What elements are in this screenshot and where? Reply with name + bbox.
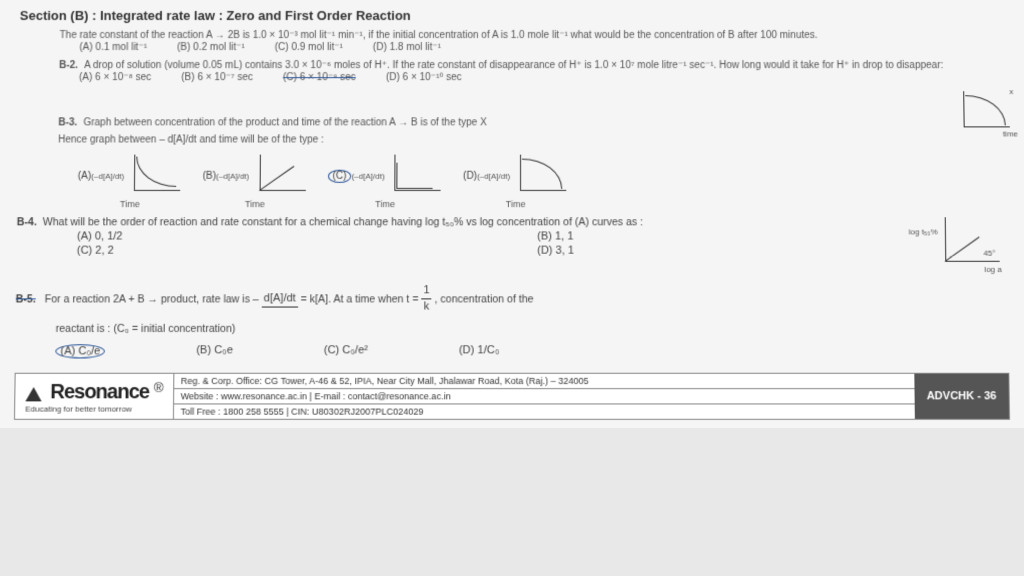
b2-options: (A) 6 × 10⁻⁸ sec (B) 6 × 10⁻⁷ sec (C) 6 …	[79, 72, 1005, 83]
b5-text3: , concentration of the	[435, 293, 534, 305]
b1-options: (A) 0.1 mol lit⁻¹ (B) 0.2 mol lit⁻¹ (C) …	[79, 42, 1004, 53]
footer: Resonance ® Educating for better tomorro…	[14, 373, 1010, 420]
b3-opt-c-graph: (C) (–d[A]/dt) Time	[327, 153, 443, 210]
b1-opt-c: (C) 0.9 mol lit⁻¹	[275, 42, 343, 53]
b3-opt-d-graph: (D) (–d[A]/dt) Time	[463, 153, 568, 210]
footer-logo-block: Resonance ® Educating for better tomorro…	[15, 374, 175, 419]
b5-text1: For a reaction 2A + B → product, rate la…	[45, 293, 259, 305]
b4-opt-d: (D) 3, 1	[537, 244, 937, 256]
section-heading: Section (B) : Integrated rate law : Zero…	[20, 8, 1005, 23]
footer-tagline: Educating for better tomorrow	[25, 405, 163, 414]
b2-opt-b: (B) 6 × 10⁻⁷ sec	[181, 72, 253, 83]
b4-opt-b: (B) 1, 1	[537, 230, 937, 242]
triangle-icon	[25, 387, 41, 401]
b4-options: (A) 0, 1/2 (B) 1, 1 (C) 2, 2 (D) 3, 1	[77, 230, 937, 256]
b4-opt-a: (A) 0, 1/2	[77, 230, 477, 242]
b3-inline-graph: x time	[955, 89, 1006, 129]
footer-badge: ADVCHK - 36	[914, 374, 1009, 419]
question-b4: B-4. What will be the order of reaction a…	[16, 215, 1008, 275]
b4-graph: log t₅₀% 45° log a	[937, 215, 1008, 275]
b3-label: B-3.	[58, 117, 77, 128]
footer-line1: Reg. & Corp. Office: CG Tower, A-46 & 52…	[175, 374, 915, 389]
b3-opt-a-graph: (A) (–d[A]/dt) Time	[77, 153, 182, 210]
b3-opt-b-graph: (B) (–d[A]/dt) Time	[202, 153, 307, 210]
b4-text: What will be the order of reaction and r…	[43, 216, 643, 228]
b5-text2: = k[A]. At a time when t =	[301, 293, 422, 305]
b2-opt-a: (A) 6 × 10⁻⁸ sec	[79, 72, 151, 83]
b3-text1: Graph between concentration of the produ…	[83, 117, 486, 128]
page-container: Section (B) : Integrated rate law : Zero…	[0, 0, 1024, 428]
footer-line2: Website : www.resonance.ac.in | E-mail :…	[175, 390, 915, 405]
b3-inline-y: x	[1009, 87, 1013, 97]
b1-opt-d: (D) 1.8 mol lit⁻¹	[373, 42, 441, 53]
b1-opt-a: (A) 0.1 mol lit⁻¹	[79, 42, 147, 53]
b5-opt-a: (A) C₀/e	[55, 345, 105, 359]
b5-frac-top: d[A]/dt	[262, 291, 298, 308]
b5-options: (A) C₀/e (B) C₀e (C) C₀/e² (D) 1/C₀	[55, 345, 1009, 359]
question-b3: B-3. Graph between concentration of the p…	[17, 89, 1007, 209]
b2-opt-c: (C) 6 × 10⁻⁹ sec	[283, 72, 356, 83]
b5-label: B-5.	[16, 293, 36, 305]
b3-text2: Hence graph between – d[A]/dt and time w…	[58, 133, 1006, 146]
footer-line3: Toll Free : 1800 258 5555 | CIN: U80302R…	[174, 405, 914, 419]
b5-opt-c: (C) C₀/e²	[324, 345, 368, 359]
question-b2: B-2. A drop of solution (volume 0.05 mL) …	[19, 59, 1005, 83]
b2-opt-d: (D) 6 × 10⁻¹⁰ sec	[386, 72, 462, 83]
b4-label: B-4.	[17, 216, 37, 228]
question-b5: B-5. For a reaction 2A + B → product, ra…	[15, 283, 1009, 359]
b4-opt-c: (C) 2, 2	[77, 244, 477, 256]
b3-inline-x: time	[1003, 129, 1018, 139]
question-b1: The rate constant of the reaction A → 2B…	[19, 29, 1005, 53]
footer-info: Reg. & Corp. Office: CG Tower, A-46 & 52…	[174, 374, 914, 419]
b1-opt-b: (B) 0.2 mol lit⁻¹	[177, 42, 245, 53]
b5-text4: reactant is : (C₀ = initial concentratio…	[56, 322, 1009, 337]
b5-opt-d: (D) 1/C₀	[459, 345, 499, 359]
b1-text: The rate constant of the reaction A → 2B…	[59, 29, 1004, 42]
b5-opt-b: (B) C₀e	[196, 345, 233, 359]
b3-graph-options: (A) (–d[A]/dt) Time (B) (–d[A]/dt) Time …	[77, 153, 1007, 210]
b2-label: B-2.	[59, 60, 78, 71]
footer-logo: Resonance	[50, 381, 149, 403]
b2-text: A drop of solution (volume 0.05 mL) cont…	[84, 60, 943, 71]
footer-reg: ®	[154, 380, 164, 395]
